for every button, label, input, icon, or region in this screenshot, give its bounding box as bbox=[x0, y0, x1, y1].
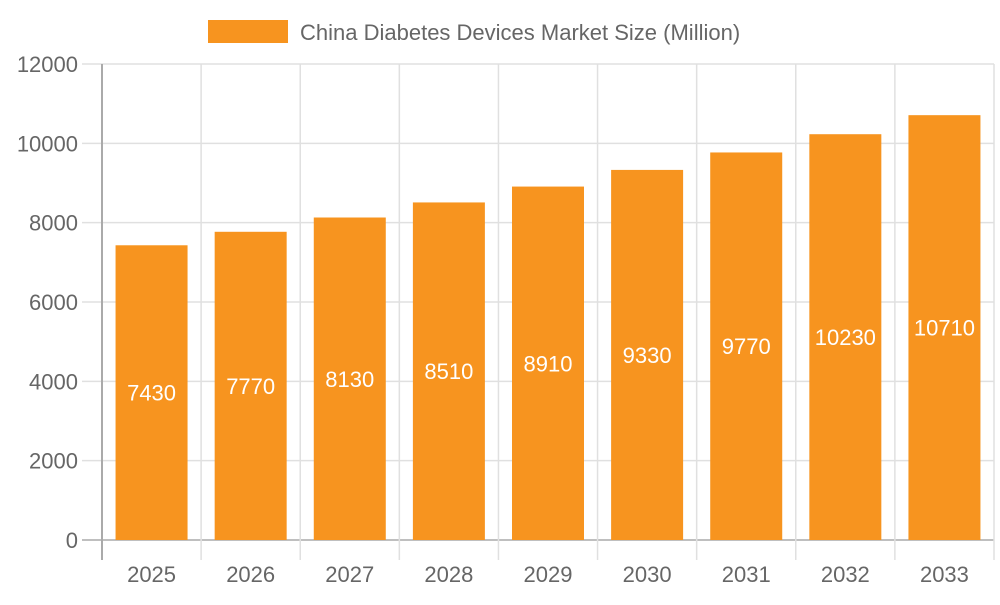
bar bbox=[809, 134, 882, 540]
bar bbox=[313, 217, 386, 540]
data-label: 8510 bbox=[424, 359, 473, 384]
y-tick-label: 6000 bbox=[29, 290, 78, 315]
bar bbox=[214, 231, 287, 541]
y-tick-label: 8000 bbox=[29, 211, 78, 236]
bar bbox=[412, 202, 485, 541]
data-label: 8130 bbox=[325, 367, 374, 392]
x-tick-label: 2029 bbox=[524, 562, 573, 587]
x-tick-label: 2026 bbox=[226, 562, 275, 587]
bar bbox=[908, 115, 981, 541]
data-label: 10230 bbox=[815, 325, 876, 350]
x-tick-label: 2027 bbox=[325, 562, 374, 587]
y-tick-label: 2000 bbox=[29, 449, 78, 474]
bar bbox=[512, 186, 584, 540]
x-tick-label: 2033 bbox=[920, 562, 969, 587]
legend-label: China Diabetes Devices Market Size (Mill… bbox=[300, 20, 740, 45]
data-label: 9770 bbox=[722, 334, 771, 359]
y-tick-label: 10000 bbox=[17, 131, 78, 156]
bar bbox=[710, 152, 783, 540]
legend-swatch bbox=[208, 20, 288, 43]
bar bbox=[115, 245, 188, 540]
data-label: 10710 bbox=[914, 316, 975, 341]
data-label: 7430 bbox=[127, 381, 176, 406]
x-tick-label: 2031 bbox=[722, 562, 771, 587]
x-tick-label: 2030 bbox=[623, 562, 672, 587]
data-label: 8910 bbox=[524, 351, 573, 376]
y-tick-label: 12000 bbox=[17, 52, 78, 77]
x-tick-label: 2025 bbox=[127, 562, 176, 587]
data-label: 9330 bbox=[623, 343, 672, 368]
data-label: 7770 bbox=[226, 374, 275, 399]
x-tick-label: 2032 bbox=[821, 562, 870, 587]
y-tick-label: 4000 bbox=[29, 369, 78, 394]
bar bbox=[611, 169, 684, 540]
y-tick-label: 0 bbox=[66, 528, 78, 553]
x-tick-label: 2028 bbox=[424, 562, 473, 587]
